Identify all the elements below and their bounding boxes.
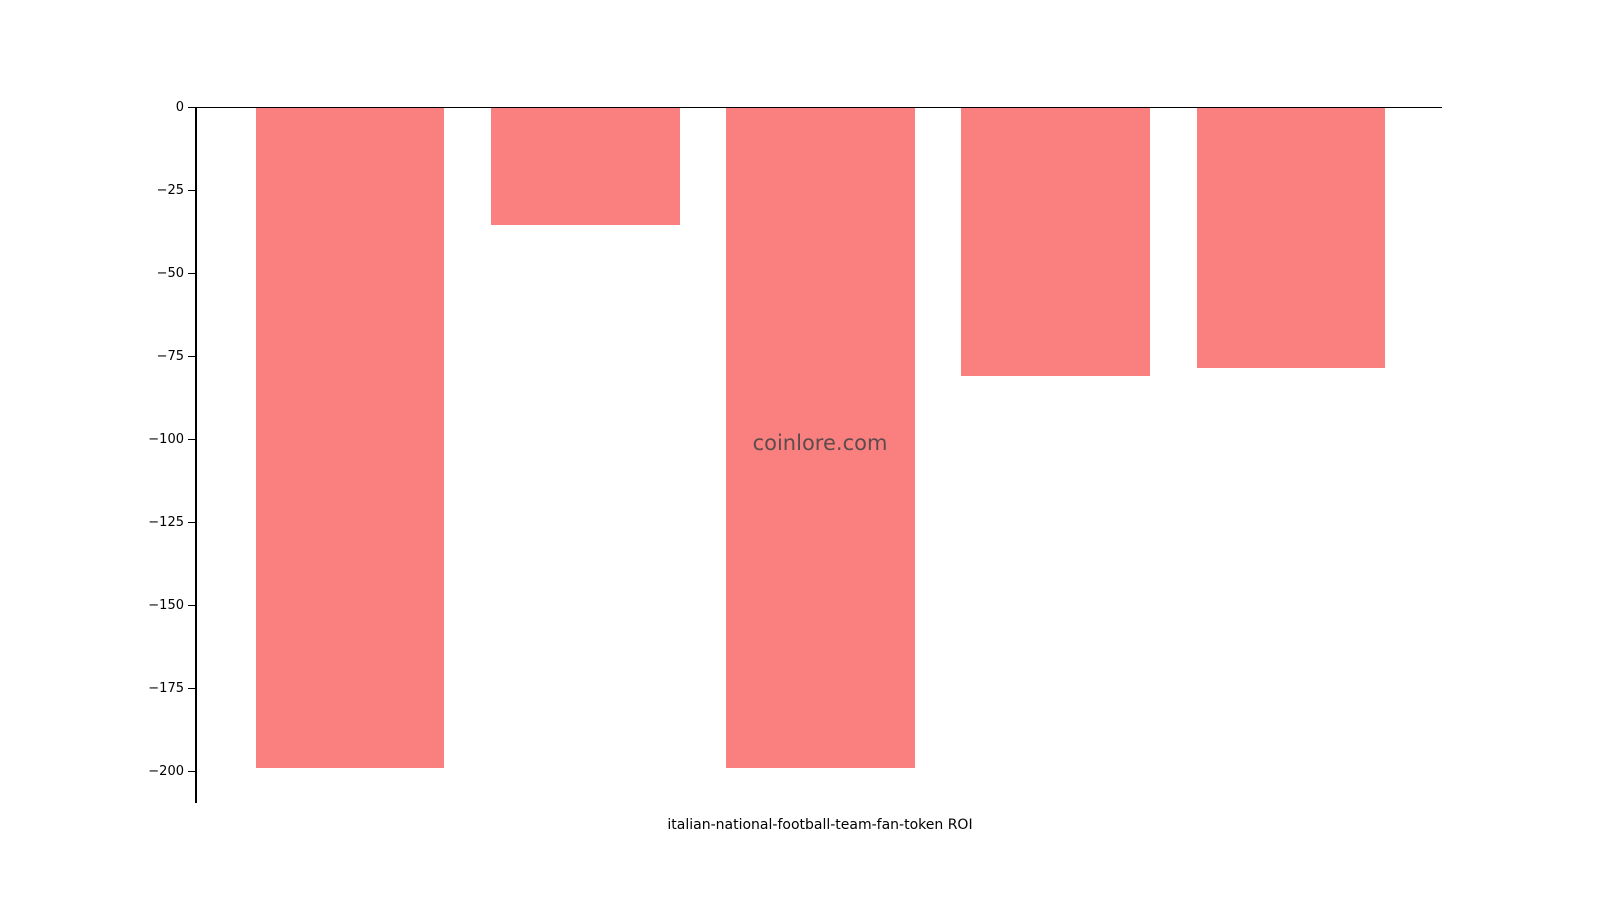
x-axis-label: italian-national-football-team-fan-token…: [667, 817, 973, 833]
y-tick-mark: [188, 438, 195, 441]
y-tick-mark: [188, 687, 195, 690]
bar: [1196, 108, 1386, 369]
y-tick-label: −125: [148, 515, 184, 530]
y-tick-mark: [188, 604, 195, 607]
y-tick-mark: [188, 355, 195, 358]
bar: [961, 108, 1151, 377]
bar: [726, 108, 915, 768]
y-tick-mark: [188, 106, 195, 109]
y-tick-mark: [188, 272, 195, 275]
watermark: coinlore.com: [752, 431, 888, 455]
y-tick-label: −200: [148, 764, 184, 779]
bar: [255, 108, 445, 768]
y-tick-mark: [188, 521, 195, 524]
y-tick-label: 0: [175, 100, 184, 115]
y-tick-label: −75: [156, 349, 184, 364]
bar: [490, 108, 680, 226]
zero-baseline: [196, 106, 1442, 108]
y-tick-label: −150: [148, 598, 184, 613]
y-tick-label: −175: [148, 681, 184, 696]
y-tick-mark: [188, 189, 195, 192]
y-tick-label: −25: [156, 183, 184, 198]
y-axis-spine: [195, 106, 197, 803]
y-tick-label: −100: [148, 432, 184, 447]
y-tick-mark: [188, 770, 195, 773]
y-tick-label: −50: [156, 266, 184, 281]
